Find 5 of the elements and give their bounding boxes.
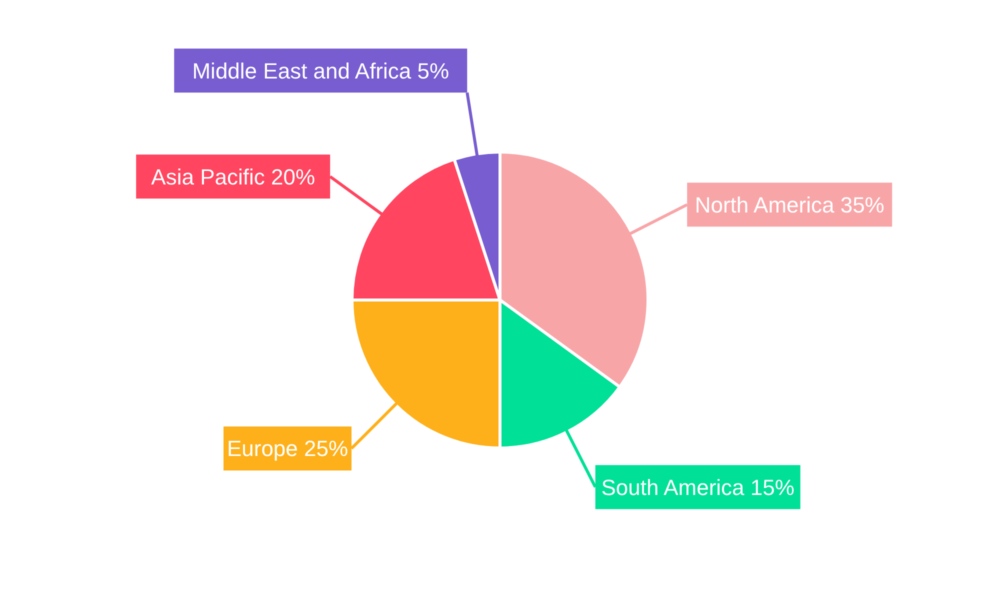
slice-label: South America 15% (601, 474, 794, 500)
slice-label: Europe 25% (226, 436, 348, 462)
slice-label: Middle East and Africa 5% (192, 58, 450, 84)
slice-label: Asia Pacific 20% (151, 164, 316, 190)
slice-label: North America 35% (694, 192, 884, 218)
